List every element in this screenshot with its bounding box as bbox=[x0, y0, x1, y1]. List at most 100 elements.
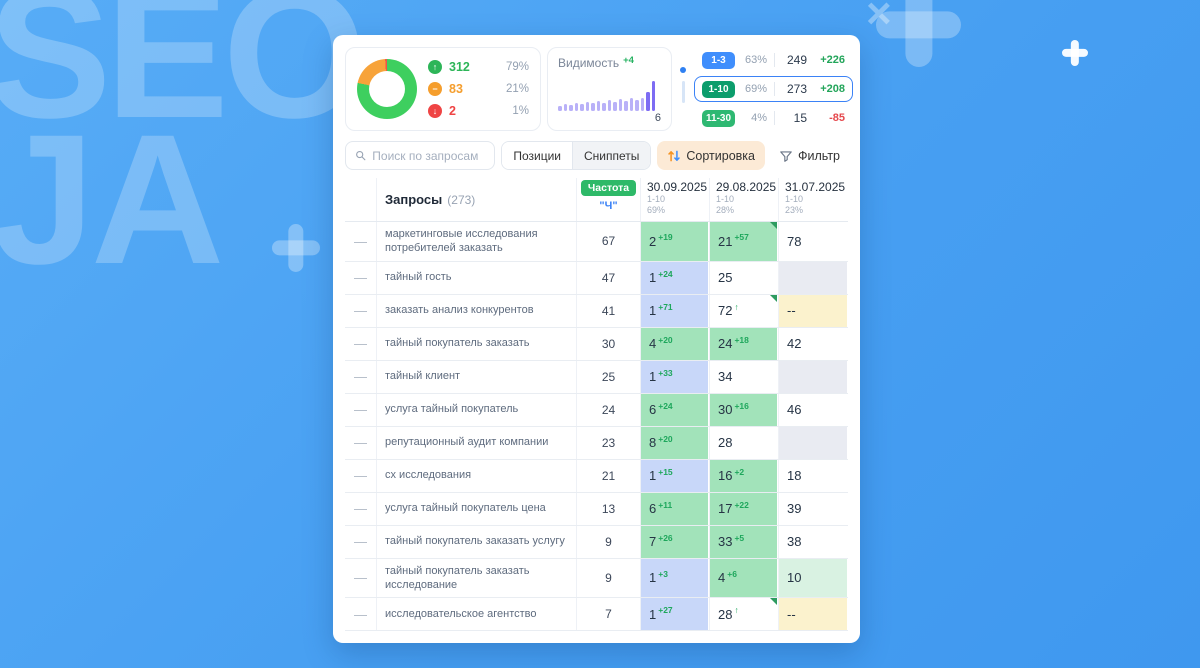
row-handle[interactable]: — bbox=[345, 294, 377, 327]
toolbar: Позиции Сниппеты Сортировка Фильтр bbox=[345, 141, 848, 170]
position-range-row[interactable]: 11-30 4% 15 -85 bbox=[694, 105, 853, 131]
row-handle[interactable]: — bbox=[345, 558, 377, 598]
table-row: — тайный клиент 25 1 +33 34 bbox=[345, 360, 848, 394]
filter-icon bbox=[780, 150, 792, 162]
filter-button[interactable]: Фильтр bbox=[771, 141, 848, 170]
row-handle[interactable]: — bbox=[345, 492, 377, 525]
row-handle[interactable]: — bbox=[345, 360, 377, 393]
legend-value: 2 bbox=[449, 104, 456, 118]
position-value: -- bbox=[787, 606, 796, 622]
position-range-row[interactable]: 1-3 63% 249 +226 bbox=[694, 47, 853, 73]
date-percent: 23% bbox=[785, 205, 804, 216]
donut-legend-item: −83 21% bbox=[428, 82, 529, 96]
position-cell: 18 bbox=[779, 460, 848, 492]
query-cell[interactable]: заказать анализ конкурентов bbox=[377, 294, 577, 327]
row-handle[interactable]: — bbox=[345, 598, 377, 631]
query-cell[interactable]: услуга тайный покупатель цена bbox=[377, 492, 577, 525]
range-divider bbox=[774, 111, 776, 125]
row-handle[interactable]: — bbox=[345, 525, 377, 558]
decor-cross-left bbox=[272, 224, 320, 272]
visibility-bar bbox=[640, 98, 644, 111]
position-cell: 7 +26 bbox=[641, 525, 710, 558]
range-badge: 1-10 bbox=[702, 80, 735, 98]
position-cell: 8 +20 bbox=[641, 426, 710, 459]
query-cell[interactable]: репутационный аудит компании bbox=[377, 426, 577, 459]
header-select-column bbox=[345, 178, 377, 221]
position-range-row[interactable]: 1-10 69% 273 +208 bbox=[694, 76, 853, 102]
seo-dashboard-panel: ↑ 312 79% −83 21% ↓ 2 1% Видимость +4 6 1-3 63% 2… bbox=[333, 35, 860, 644]
position-cell: 1 +15 bbox=[641, 459, 710, 492]
position-value: 1 bbox=[649, 270, 657, 286]
position-cell: 17 +22 bbox=[710, 492, 779, 525]
date-column-header-2[interactable]: 29.08.2025 1-10 28% bbox=[710, 178, 779, 221]
query-cell[interactable]: сх исследования bbox=[377, 459, 577, 492]
position-cell bbox=[779, 261, 848, 294]
position-cell: 78 bbox=[779, 222, 848, 261]
row-handle[interactable]: — bbox=[345, 222, 377, 261]
row-handle[interactable]: — bbox=[345, 261, 377, 294]
query-cell[interactable]: тайный клиент bbox=[377, 360, 577, 393]
frequency-type[interactable]: "Ч" bbox=[599, 200, 618, 212]
position-value: 7 bbox=[649, 534, 657, 550]
legend-percent: 79% bbox=[505, 61, 529, 73]
visibility-value: 6 bbox=[654, 112, 661, 124]
visibility-bar bbox=[602, 103, 606, 111]
query-cell[interactable]: услуга тайный покупатель bbox=[377, 393, 577, 426]
sort-icon bbox=[668, 150, 681, 161]
range-percent: 4% bbox=[751, 112, 768, 124]
positions-tab[interactable]: Позиции bbox=[502, 142, 572, 169]
corner-marker bbox=[770, 222, 777, 229]
row-handle[interactable]: — bbox=[345, 426, 377, 459]
table-body: — маркетинговые исследования потребителей… bbox=[345, 222, 848, 632]
date-range: 1-10 bbox=[716, 194, 735, 204]
position-cell: -- bbox=[779, 598, 848, 631]
legend-percent: 21% bbox=[505, 83, 529, 95]
watermark-seo: SEO bbox=[0, 0, 367, 157]
position-delta: +16 bbox=[734, 400, 749, 411]
row-handle[interactable]: — bbox=[345, 393, 377, 426]
frequency-cell: 47 bbox=[577, 261, 641, 294]
queries-header: Запросы (273) bbox=[377, 178, 577, 221]
position-value: 78 bbox=[787, 233, 802, 249]
table-header: Запросы (273) Частота "Ч" 30.09.2025 1-1… bbox=[345, 178, 848, 222]
query-cell[interactable]: тайный покупатель заказать исследование bbox=[377, 558, 577, 598]
visibility-bars bbox=[558, 75, 661, 111]
queries-count: (273) bbox=[447, 192, 476, 207]
query-cell[interactable]: маркетинговые исследования потребителей … bbox=[377, 222, 577, 261]
scroll-dot[interactable] bbox=[680, 67, 686, 73]
corner-marker bbox=[770, 294, 777, 302]
frequency-badge[interactable]: Частота bbox=[580, 180, 637, 196]
position-delta: +2 bbox=[734, 466, 745, 477]
position-value: 1 bbox=[649, 303, 657, 319]
corner-marker bbox=[770, 598, 777, 606]
position-cell: 1 +3 bbox=[641, 558, 710, 598]
date-column-header-1[interactable]: 30.09.2025 1-10 69% bbox=[641, 178, 710, 221]
query-cell[interactable]: тайный гость bbox=[377, 261, 577, 294]
visibility-bar bbox=[646, 92, 650, 111]
date-label: 31.07.2025 bbox=[785, 180, 846, 194]
query-cell[interactable]: тайный покупатель заказать услугу bbox=[377, 525, 577, 558]
row-handle[interactable]: — bbox=[345, 459, 377, 492]
date-column-header-3[interactable]: 31.07.2025 1-10 23% bbox=[779, 178, 848, 221]
position-cell: 6 +24 bbox=[641, 393, 710, 426]
visibility-bar bbox=[607, 100, 611, 111]
position-value: 18 bbox=[787, 468, 802, 484]
sort-button[interactable]: Сортировка bbox=[657, 141, 765, 170]
visibility-bar bbox=[613, 102, 617, 111]
search-box bbox=[345, 141, 496, 170]
query-cell[interactable]: тайный покупатель заказать bbox=[377, 327, 577, 360]
arrow-up-circle-icon: ↑ bbox=[428, 60, 442, 74]
snippets-tab[interactable]: Сниппеты bbox=[572, 142, 651, 169]
position-value: 6 bbox=[649, 402, 657, 418]
position-value: 2 bbox=[649, 233, 657, 249]
position-up-arrow: ↑ bbox=[734, 605, 739, 616]
position-cell: 1 +24 bbox=[641, 261, 710, 294]
position-cell: 28 ↑ bbox=[710, 598, 779, 631]
frequency-cell: 67 bbox=[577, 222, 641, 261]
summary-cards: ↑ 312 79% −83 21% ↓ 2 1% Видимость +4 6 1-3 63% 2… bbox=[345, 47, 853, 131]
row-handle[interactable]: — bbox=[345, 327, 377, 360]
search-input[interactable] bbox=[372, 148, 486, 163]
position-value: 46 bbox=[787, 402, 802, 418]
query-cell[interactable]: исследовательское агентство bbox=[377, 598, 577, 631]
position-cell: 38 bbox=[779, 526, 848, 558]
